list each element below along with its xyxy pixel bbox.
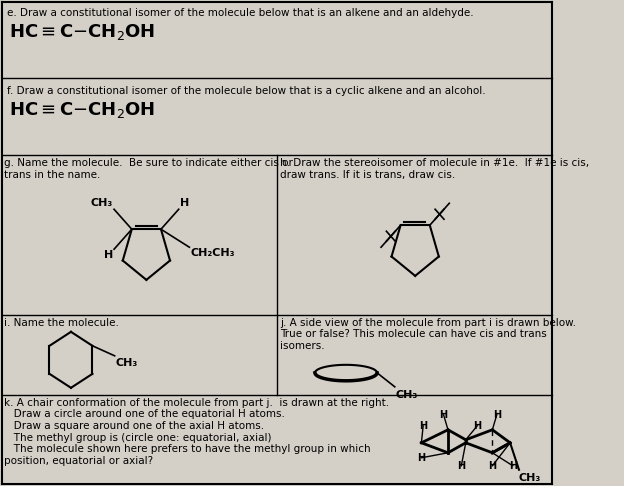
Text: CH₂CH₃: CH₂CH₃ xyxy=(190,248,235,258)
Text: H: H xyxy=(104,250,113,260)
Text: g. Name the molecule.  Be sure to indicate either cis or
trans in the name.: g. Name the molecule. Be sure to indicat… xyxy=(4,158,293,179)
Text: h. Draw the stereoisomer of molecule in #1e.  If #1e is cis,
draw trans. If it i: h. Draw the stereoisomer of molecule in … xyxy=(280,158,590,179)
Text: H: H xyxy=(473,421,481,431)
Text: H: H xyxy=(489,461,497,471)
Text: HC$\equiv$C$-$CH$_2$OH: HC$\equiv$C$-$CH$_2$OH xyxy=(9,22,155,42)
Text: H: H xyxy=(509,461,517,471)
Text: HC$\equiv$C$-$CH$_2$OH: HC$\equiv$C$-$CH$_2$OH xyxy=(9,100,155,120)
Text: e. Draw a constitutional isomer of the molecule below that is an alkene and an a: e. Draw a constitutional isomer of the m… xyxy=(7,8,474,18)
Text: H: H xyxy=(419,421,427,431)
Text: CH₃: CH₃ xyxy=(396,390,418,400)
Text: CH₃: CH₃ xyxy=(91,198,113,208)
Text: H: H xyxy=(493,410,501,420)
Text: k. A chair conformation of the molecule from part j.  is drawn at the right.
   : k. A chair conformation of the molecule … xyxy=(4,398,389,466)
Text: CH₃: CH₃ xyxy=(115,358,138,368)
Text: f. Draw a constitutional isomer of the molecule below that is a cyclic alkene an: f. Draw a constitutional isomer of the m… xyxy=(7,86,485,96)
Text: H: H xyxy=(417,453,426,463)
Text: CH₃: CH₃ xyxy=(519,473,541,483)
Text: i. Name the molecule.: i. Name the molecule. xyxy=(4,318,119,328)
Text: H: H xyxy=(180,198,189,208)
Text: H: H xyxy=(457,461,466,471)
Text: H: H xyxy=(439,410,447,420)
Text: j. A side view of the molecule from part i is drawn below.
True or false? This m: j. A side view of the molecule from part… xyxy=(280,318,577,351)
